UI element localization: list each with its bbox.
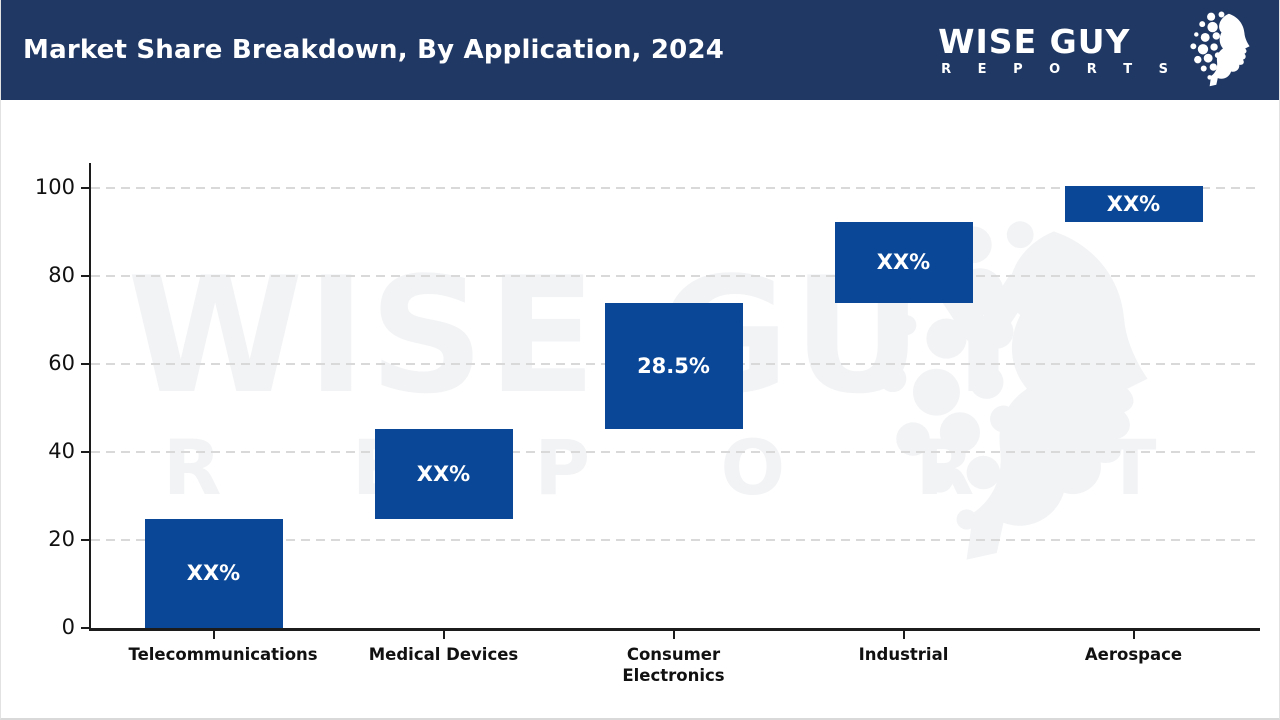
wiseguy-logo: WISE GUY R E P O R T S [938,8,1257,92]
page-title: Market Share Breakdown, By Application, … [23,35,725,65]
y-tick-label: 20 [48,527,75,552]
x-tick-mark [902,631,905,639]
y-tick-mark [81,275,89,278]
bar-4: XX% [1064,185,1203,222]
bar-1: XX% [374,428,513,519]
x-category-label: Consumer Electronics [622,645,725,685]
x-category-label: Aerospace [1084,645,1183,664]
x-tick-mark [212,631,215,639]
y-tick-label: 40 [48,439,75,464]
y-tick-mark [81,187,89,190]
bar-value-label: XX% [876,250,931,275]
logo-text: WISE GUY R E P O R T S [938,25,1179,76]
x-category-label: Industrial [858,645,949,664]
x-tick-mark [442,631,445,639]
logo-subtext: R E P O R T S [941,61,1179,77]
logo-wordmark: WISE GUY [938,21,1131,61]
logo-face-icon [1183,8,1257,92]
y-tick-mark [81,627,89,629]
bar-value-label: XX% [416,461,471,486]
bar-value-label: 28.5% [637,354,710,379]
y-tick-mark [81,363,89,366]
y-tick-mark [81,539,89,542]
header-bar: Market Share Breakdown, By Application, … [1,0,1279,100]
bar-3: XX% [834,221,973,304]
y-tick-label: 80 [48,263,75,288]
y-gridline [91,275,1260,278]
y-tick-label: 0 [61,615,75,639]
x-category-label: Telecommunications [128,645,318,664]
y-gridline [91,187,1260,190]
x-tick-mark [672,631,675,639]
bar-0: XX% [144,518,283,628]
bar-value-label: XX% [1106,191,1161,216]
y-gridline [91,539,1260,542]
plot-area: 0 20 40 60 80 100 XX% Telecommunications XX% Medi… [35,163,1260,685]
bar-2: 28.5% [604,303,743,429]
y-gridline [91,451,1260,454]
bar-value-label: XX% [186,561,241,586]
y-tick-mark [81,451,89,454]
x-category-label: Medical Devices [368,645,519,664]
x-tick-mark [1132,631,1135,639]
y-tick-label: 100 [34,175,75,200]
y-tick-label: 60 [48,351,75,376]
